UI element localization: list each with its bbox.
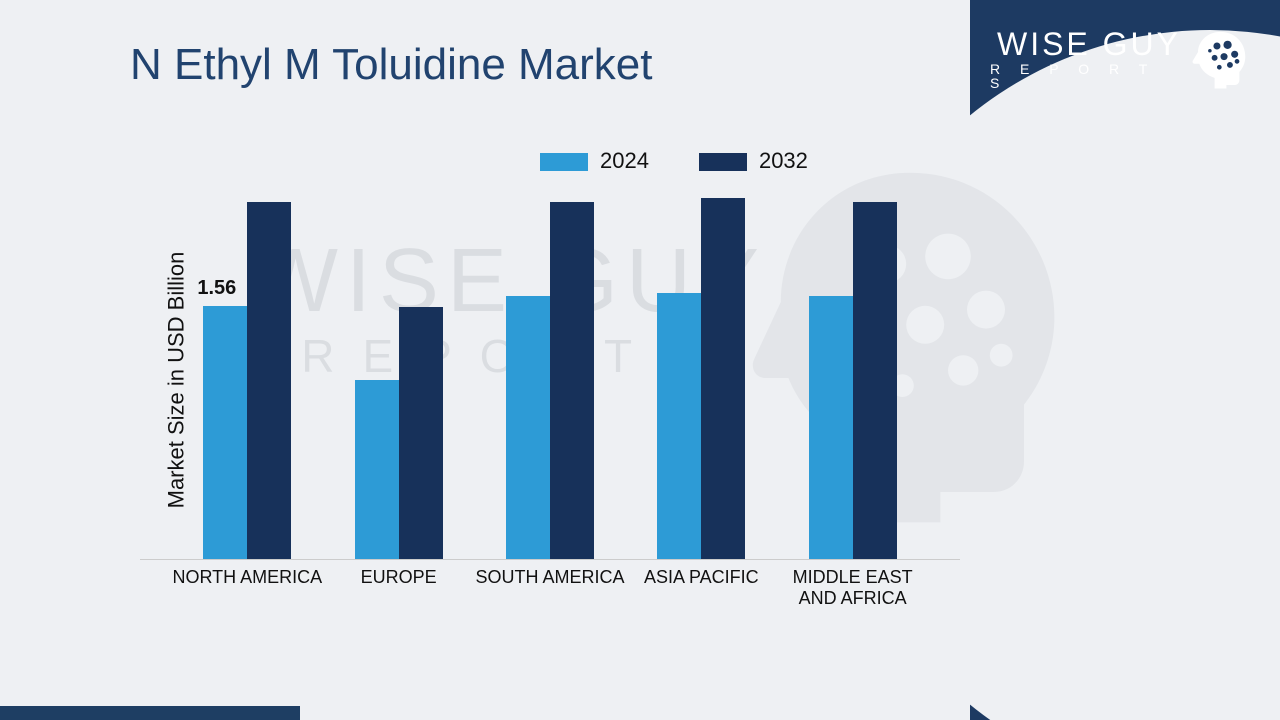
- brand-logo: WISE GUY R E P O R T S: [990, 28, 1250, 90]
- bar-series-a: [657, 293, 701, 560]
- bar-series-b: [701, 198, 745, 559]
- bar-group: MIDDLE EAST AND AFRICA: [809, 202, 897, 560]
- logo-line2: R E P O R T S: [990, 62, 1181, 90]
- category-label: EUROPE: [319, 567, 479, 588]
- bar-series-a: [809, 296, 853, 559]
- bar-group: EUROPE: [355, 307, 443, 559]
- logo-head-icon: [1191, 29, 1250, 89]
- page-root: WISE GUY REPORTS WISE GUY R E P O R T S …: [0, 0, 1280, 720]
- value-label: 1.56: [197, 277, 236, 300]
- chart-area: Market Size in USD Billion NORTH AMERICA…: [70, 150, 970, 610]
- bar-group: NORTH AMERICA1.56: [203, 202, 291, 560]
- logo-line1: WISE GUY: [997, 28, 1181, 60]
- chart-title: N Ethyl M Toluidine Market: [130, 40, 653, 90]
- bar-series-b: [399, 307, 443, 559]
- bar-series-a: [506, 296, 550, 559]
- bar-series-b: [247, 202, 291, 560]
- category-label: NORTH AMERICA: [167, 567, 327, 588]
- category-label: MIDDLE EAST AND AFRICA: [773, 567, 933, 608]
- category-label: SOUTH AMERICA: [470, 567, 630, 588]
- bar-series-a: [355, 380, 399, 559]
- bar-group: ASIA PACIFIC: [657, 198, 745, 559]
- bar-series-b: [853, 202, 897, 560]
- bar-series-b: [550, 202, 594, 560]
- bar-group: SOUTH AMERICA: [506, 202, 594, 560]
- plot-region: NORTH AMERICA1.56 EUROPE SOUTH AMERICA ASIA…: [140, 170, 960, 560]
- bar-series-a: [203, 306, 247, 560]
- category-label: ASIA PACIFIC: [621, 567, 781, 588]
